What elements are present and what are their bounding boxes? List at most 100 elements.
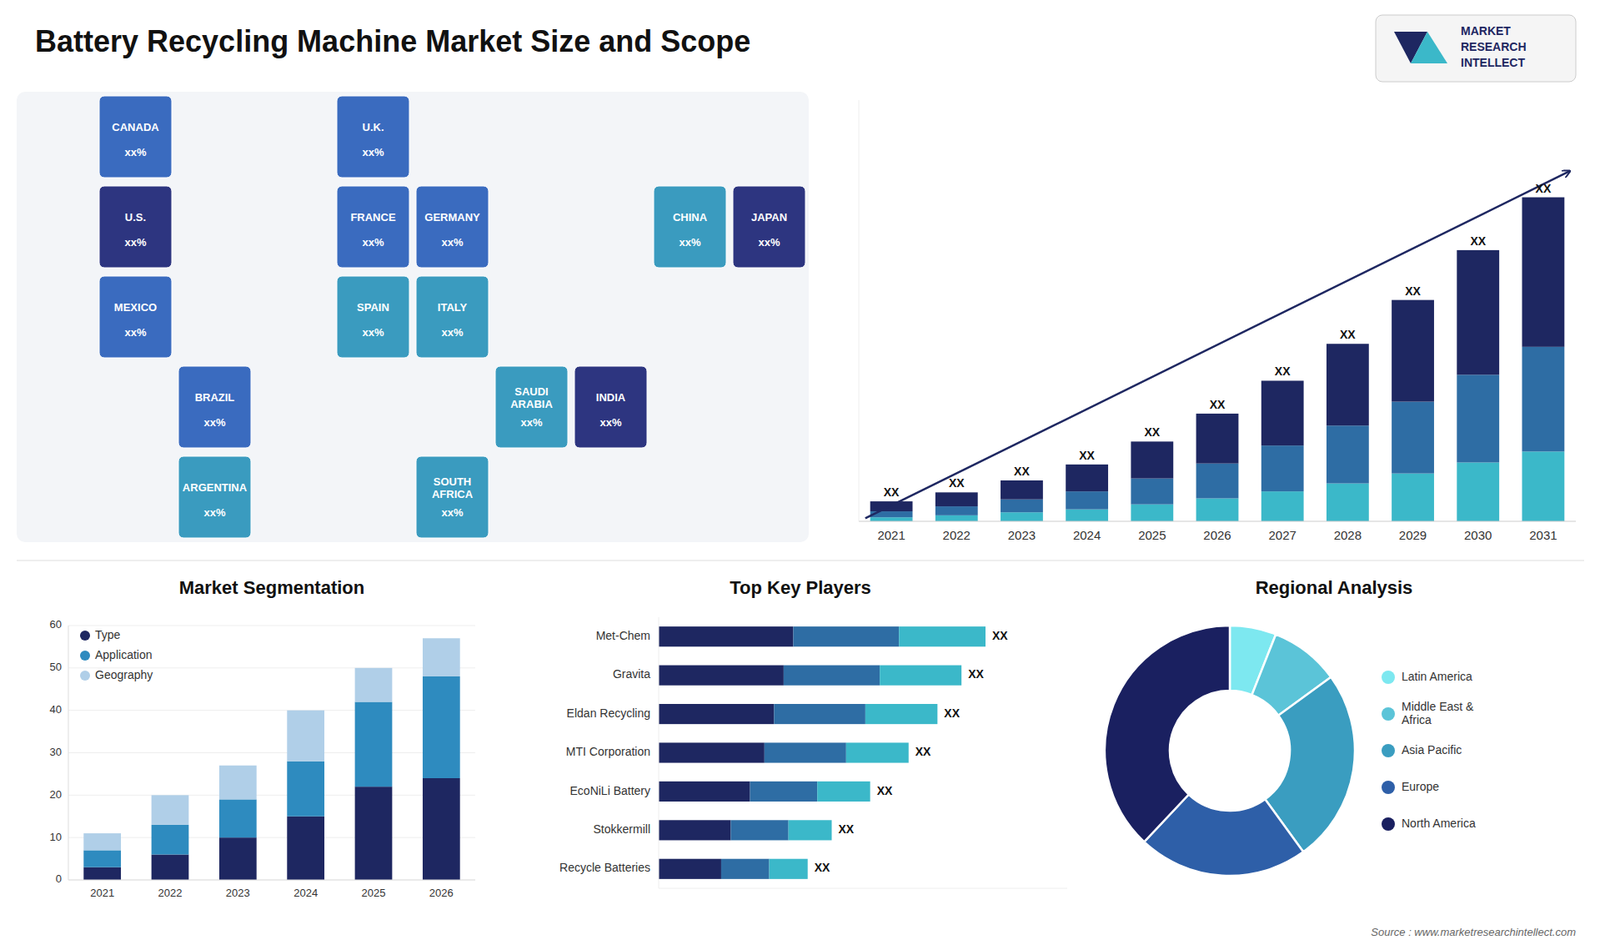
grid-line	[68, 837, 476, 838]
grid-line	[68, 879, 476, 881]
bar-total-label: XX	[838, 822, 855, 836]
bar-total-label: XX	[1078, 448, 1095, 462]
y-tick-label: Met-Chem	[596, 628, 651, 643]
x-tick-label: 2021	[90, 886, 115, 899]
bar-segment	[422, 777, 461, 880]
country-label: CHINA	[672, 210, 708, 224]
bar-segment	[788, 819, 833, 840]
map-country	[416, 185, 489, 268]
x-tick-label: 2021	[877, 527, 905, 542]
bar-total-label: XX	[948, 476, 965, 490]
bar-total-label: XX	[1274, 364, 1291, 378]
country-share: xx%	[678, 235, 701, 249]
country-label-line: ARABIA	[510, 397, 553, 411]
bar-total-label: XX	[1209, 397, 1226, 412]
legend-marker	[1381, 670, 1395, 684]
bar-segment	[1196, 463, 1239, 499]
regional-chart: Regional AnalysisLatin AmericaMiddle Eas…	[1104, 576, 1476, 876]
bar-segment	[151, 824, 190, 855]
legend: TypeApplicationGeography	[80, 627, 153, 682]
bar-segment	[658, 742, 765, 763]
bar-segment	[1261, 445, 1305, 492]
bar-segment	[1261, 491, 1305, 522]
legend: Latin AmericaMiddle East &AfricaAsia Pac…	[1381, 669, 1476, 831]
y-tick-label: 30	[50, 745, 62, 758]
country-share: xx%	[203, 506, 226, 519]
map-country	[178, 456, 251, 538]
grid-line	[68, 794, 476, 796]
dashboard: Battery Recycling Machine Market Size an…	[0, 0, 1600, 945]
country-label: CANADA	[111, 120, 160, 134]
y-tick-label: 60	[50, 617, 62, 631]
bar-segment	[764, 742, 847, 763]
logo-box	[1375, 15, 1576, 82]
map-country	[732, 185, 806, 268]
donut-slice	[1104, 625, 1230, 842]
country-label: INDIA	[596, 391, 627, 404]
country-label: SPAIN	[356, 300, 390, 314]
x-tick-label: 2022	[942, 527, 971, 542]
x-tick-label: 2024	[293, 886, 318, 899]
bar-segment	[658, 819, 731, 840]
country-share: xx%	[361, 326, 384, 339]
bar-segment	[846, 742, 909, 763]
country-share: xx%	[361, 235, 384, 249]
country-label-line: AFRICA	[431, 487, 474, 501]
x-tick-label: 2023	[225, 886, 251, 899]
country-share: xx%	[520, 416, 542, 429]
country-label: JAPAN	[751, 210, 788, 224]
x-tick-label: 2030	[1464, 527, 1492, 542]
legend-label: North America	[1401, 816, 1476, 830]
legend-label: Geography	[95, 667, 153, 682]
bar-segment	[1456, 250, 1500, 375]
bar-segment	[658, 858, 722, 879]
logo-mark	[1410, 31, 1448, 64]
country-share: xx%	[441, 326, 463, 339]
y-range-line	[858, 100, 860, 522]
bar-segment	[1065, 509, 1109, 522]
bar-total-label: XX	[1469, 234, 1486, 248]
bar-segment	[1391, 300, 1435, 402]
country-label: U.K.	[362, 120, 385, 134]
x-axis-line	[68, 879, 476, 881]
bar-segment	[355, 786, 393, 880]
y-tick-label: Recycle Batteries	[559, 860, 651, 874]
y-tick-label: 40	[50, 702, 62, 716]
bar-segment	[422, 676, 461, 778]
map-country	[653, 185, 727, 268]
y-tick-label: MTI Corporation	[566, 744, 651, 758]
legend-label: Latin America	[1401, 669, 1473, 683]
grid-line	[68, 709, 476, 711]
map: CANADAxx%U.S.xx%MEXICOxx%BRAZILxx%ARGENT…	[16, 91, 809, 542]
legend-label-line: Middle East &	[1401, 699, 1475, 713]
bar-total-label: XX	[814, 860, 831, 874]
x-tick-label: 2023	[1008, 527, 1036, 542]
country-share: xx%	[124, 145, 146, 159]
legend-marker	[80, 650, 91, 661]
bar-segment	[1522, 346, 1565, 452]
country-label-line: SAUDI	[514, 385, 548, 398]
x-tick-label: 2024	[1073, 527, 1101, 542]
bar-segment	[783, 665, 880, 686]
chart-title: Top Key Players	[729, 576, 872, 598]
map-country	[495, 366, 568, 448]
y-axis-line	[68, 625, 70, 880]
bar-segment	[355, 702, 393, 788]
bar-segment	[1000, 499, 1044, 513]
country-share: xx%	[441, 506, 463, 519]
legend-marker	[1381, 817, 1395, 831]
bar-segment	[935, 491, 979, 507]
country-label: FRANCE	[350, 210, 396, 224]
bar-segment	[1522, 451, 1565, 522]
bar-total-label: XX	[877, 783, 893, 798]
y-tick-label: 20	[50, 787, 62, 801]
x-axis-line	[858, 521, 1576, 522]
map-background	[16, 91, 809, 542]
map-country	[99, 275, 172, 358]
bar-segment	[355, 667, 393, 703]
country-share: xx%	[124, 326, 146, 339]
bar-segment	[422, 637, 461, 677]
grid-line	[68, 752, 476, 753]
bar-segment	[773, 703, 866, 724]
y-axis-line	[658, 616, 660, 888]
